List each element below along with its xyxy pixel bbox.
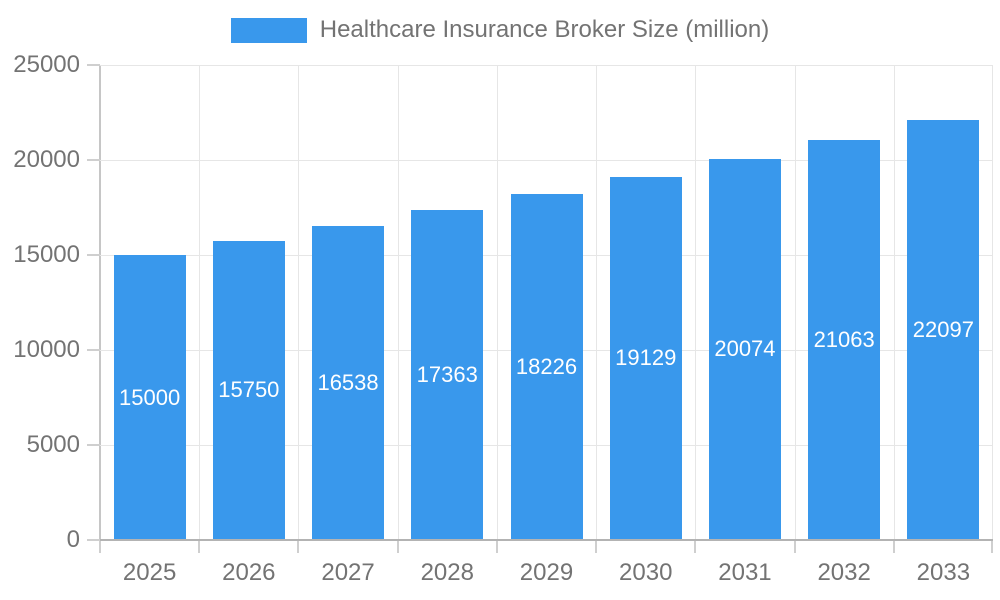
y-tick-label: 10000 bbox=[13, 336, 80, 363]
y-axis-tick bbox=[87, 349, 100, 351]
gridline-vertical bbox=[695, 65, 697, 540]
bar-value-label: 15750 bbox=[218, 377, 280, 403]
legend-swatch-icon bbox=[230, 17, 307, 43]
bar-value-label: 17363 bbox=[416, 362, 478, 388]
y-axis-line bbox=[99, 65, 101, 540]
bar[interactable]: 15750 bbox=[212, 240, 285, 540]
x-axis-tick bbox=[892, 540, 895, 553]
x-tick-label: 2027 bbox=[321, 559, 375, 586]
gridline-vertical bbox=[794, 65, 796, 540]
gridline-vertical bbox=[397, 65, 399, 540]
legend-item[interactable]: Healthcare Insurance Broker Size (millio… bbox=[230, 16, 770, 44]
bar-value-label: 22097 bbox=[912, 317, 974, 343]
x-axis-tick bbox=[99, 540, 101, 553]
x-axis-tick bbox=[297, 540, 300, 553]
x-tick-label: 2025 bbox=[122, 559, 177, 586]
y-tick-label: 5000 bbox=[26, 431, 80, 458]
plot-area: 0 5000 10000 15000 20000 25000 15000 2025 15750 2… bbox=[13, 51, 993, 586]
y-axis-tick bbox=[87, 159, 100, 161]
x-axis-tick bbox=[495, 540, 498, 553]
x-tick-label: 2032 bbox=[817, 559, 871, 586]
x-axis-tick bbox=[694, 540, 697, 553]
bar[interactable]: 18226 bbox=[510, 193, 583, 540]
bar-value-label: 18226 bbox=[515, 353, 578, 379]
gridline-vertical bbox=[496, 65, 498, 540]
bar[interactable]: 20074 bbox=[708, 158, 781, 540]
bar[interactable]: 22097 bbox=[907, 120, 980, 540]
bar-value-label: 21063 bbox=[813, 326, 875, 352]
bar[interactable]: 21063 bbox=[808, 139, 881, 540]
x-tick-label: 2033 bbox=[916, 559, 971, 586]
bar-value-label: 19129 bbox=[615, 345, 677, 371]
gridline-vertical bbox=[893, 65, 895, 540]
legend-label: Healthcare Insurance Broker Size (millio… bbox=[319, 16, 770, 43]
x-axis-tick bbox=[595, 540, 598, 553]
y-tick-label: 20000 bbox=[13, 146, 80, 173]
gridline-horizontal bbox=[100, 159, 993, 161]
x-axis-tick bbox=[991, 540, 993, 553]
y-axis-tick bbox=[87, 254, 100, 256]
bar[interactable]: 16538 bbox=[312, 225, 385, 540]
bar[interactable]: 15000 bbox=[113, 255, 186, 540]
y-tick-label: 0 bbox=[66, 526, 80, 553]
x-tick-label: 2031 bbox=[718, 559, 772, 586]
bar[interactable]: 17363 bbox=[411, 210, 484, 540]
y-tick-label: 25000 bbox=[13, 51, 80, 78]
x-axis-line bbox=[100, 539, 993, 541]
y-tick-label: 15000 bbox=[13, 241, 80, 268]
legend: Healthcare Insurance Broker Size (millio… bbox=[0, 16, 1000, 44]
gridline-vertical bbox=[298, 65, 300, 540]
x-axis-tick bbox=[793, 540, 796, 553]
gridline-vertical bbox=[992, 65, 993, 540]
x-tick-label: 2026 bbox=[222, 559, 276, 586]
x-tick-label: 2028 bbox=[420, 559, 474, 586]
y-axis-tick bbox=[87, 444, 100, 446]
x-axis-tick bbox=[198, 540, 201, 553]
y-axis-tick bbox=[87, 64, 100, 66]
bar-value-label: 15000 bbox=[119, 384, 181, 410]
bar-value-label: 16538 bbox=[317, 369, 379, 395]
x-tick-label: 2029 bbox=[519, 559, 574, 586]
x-tick-label: 2030 bbox=[619, 559, 673, 586]
x-axis-tick bbox=[396, 540, 399, 553]
gridline-vertical bbox=[199, 65, 201, 540]
bar[interactable]: 19129 bbox=[609, 176, 682, 540]
gridline-horizontal bbox=[100, 64, 993, 66]
bar-value-label: 20074 bbox=[714, 336, 776, 362]
gridline-vertical bbox=[596, 65, 598, 540]
y-axis-tick bbox=[87, 539, 100, 541]
